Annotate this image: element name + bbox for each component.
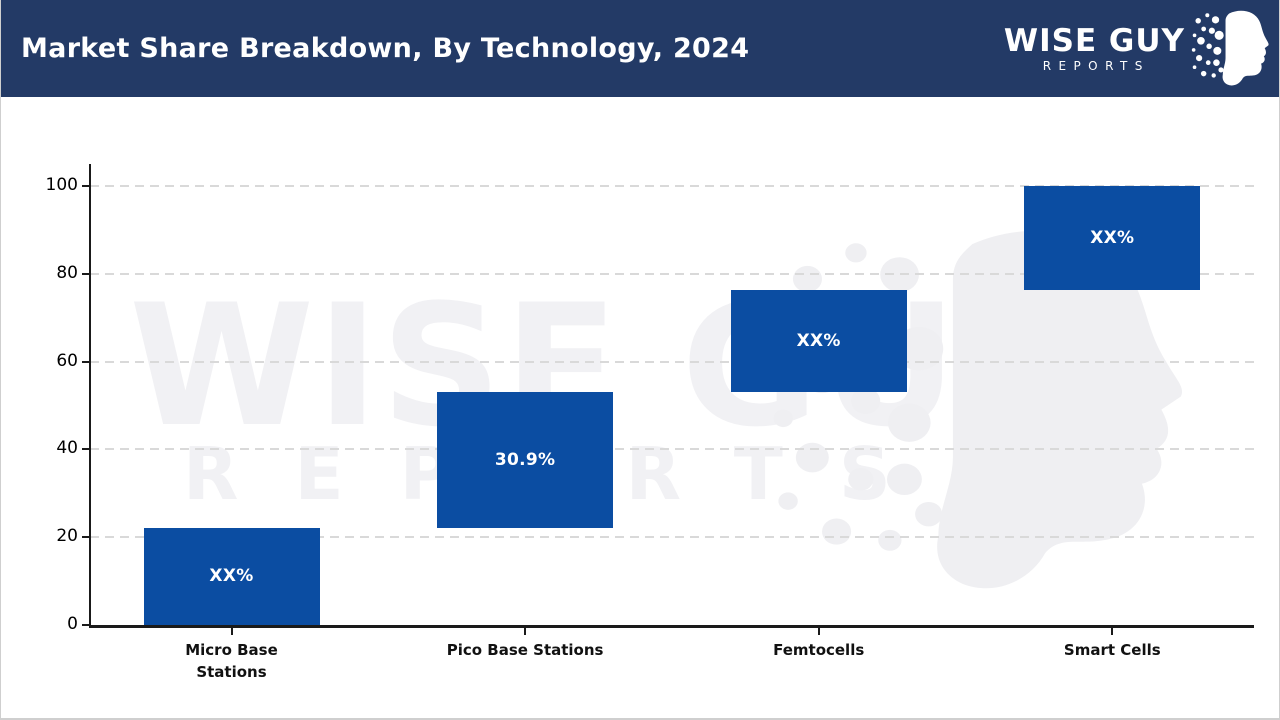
y-tick [82,272,90,275]
x-category-label: Pico Base Stations [446,641,604,659]
y-tick [82,360,90,363]
logo-subtext: REPORTS [1042,59,1150,74]
logo-head-icon [1191,10,1269,86]
bar-segment: XX% [1024,186,1201,291]
y-gridline [90,272,1254,275]
x-tick [1111,628,1114,635]
y-gridline [90,185,1254,187]
x-tick [817,628,820,635]
y-tick-label: 40 [56,438,78,459]
x-tick [524,628,527,635]
y-tick [82,448,90,451]
logo-text: WISE GUY REPORTS [1004,25,1185,74]
y-tick [82,536,90,539]
bar-value-label: 30.9% [494,450,556,471]
logo-wordmark: WISE GUY [1003,22,1185,59]
y-tick [82,185,90,187]
y-tick-label: 20 [56,526,78,547]
y-gridline [90,536,1254,539]
bar-segment: XX% [143,527,320,625]
x-category-label: Femtocells [773,641,865,659]
y-gridline [90,360,1254,363]
y-tick-label: 80 [56,262,78,283]
x-category-label: Smart Cells [1063,641,1161,659]
bar-value-label: XX% [1090,228,1135,249]
y-tick-label: 0 [67,614,78,634]
y-axis-line [89,164,91,628]
x-tick [230,628,233,635]
y-tick [82,624,90,626]
bar-segment: XX% [730,290,907,393]
bar-segment: 30.9% [437,392,614,528]
y-gridline [90,448,1254,451]
x-category-label: Micro Base Stations [185,641,278,681]
wiseguy-logo: WISE GUY REPORTS [1004,6,1273,92]
y-tick-label: 60 [56,350,78,371]
x-axis-line [89,625,1254,628]
bar-value-label: XX% [209,566,254,587]
header-band: Market Share Breakdown, By Technology, 2… [1,0,1279,97]
bar-value-label: XX% [796,331,841,352]
page-title: Market Share Breakdown, By Technology, 2… [21,33,750,64]
y-tick-label: 100 [45,175,78,195]
